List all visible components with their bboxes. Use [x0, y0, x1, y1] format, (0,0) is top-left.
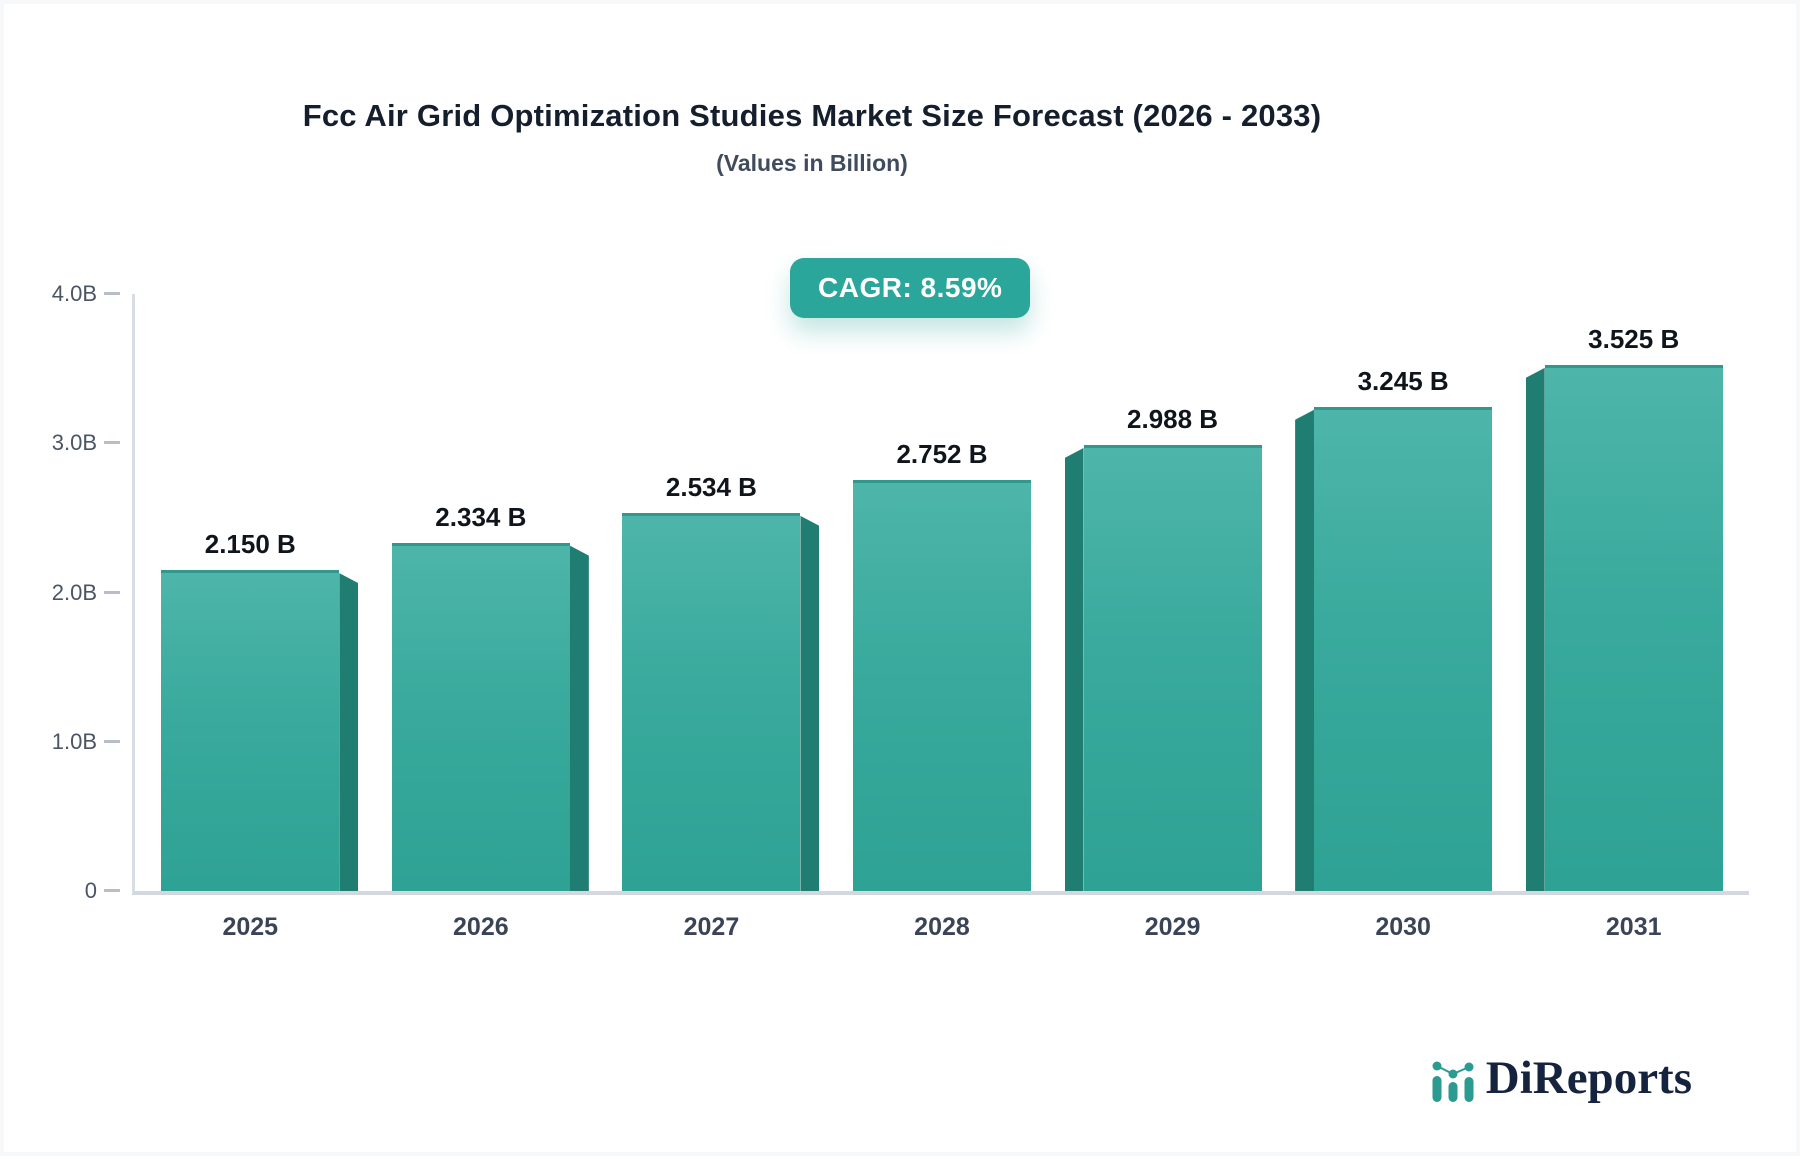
- y-tick-label: 1.0B: [51, 728, 97, 754]
- x-axis-label: 2031: [1605, 913, 1662, 941]
- bar-value-label: 2.150 B: [204, 529, 296, 560]
- x-axis-label: 2026: [453, 913, 509, 941]
- chart-card: Fcc Air Grid Optimization Studies Market…: [4, 4, 1796, 1152]
- bar-slot: 3.245 B 2030: [1288, 294, 1519, 941]
- chart-title: Fcc Air Grid Optimization Studies Market…: [302, 98, 1322, 133]
- bar-chart-logo-icon: [1432, 1061, 1474, 1102]
- bar-value-label: 3.525 B: [1588, 323, 1680, 354]
- direports-logo-text: DiReports: [1485, 1051, 1692, 1104]
- bar-2030: 3.245 B: [1295, 366, 1493, 891]
- bar-side-face: [1295, 409, 1315, 891]
- bar-side-face: [569, 545, 589, 891]
- y-tick-label: 4.0B: [51, 281, 97, 306]
- bar-side-face: [1064, 448, 1084, 891]
- bar-side-face: [800, 515, 820, 891]
- x-axis-label: 2028: [914, 913, 970, 941]
- bar-value-label: 2.334 B: [435, 501, 527, 532]
- x-axis-label: 2025: [222, 913, 279, 941]
- chart-subtitle: (Values in Billion): [716, 150, 908, 176]
- x-axis-label: 2029: [1144, 913, 1201, 941]
- y-tick-label: 3.0B: [51, 430, 97, 456]
- bar-2026: 2.334 B: [391, 502, 589, 891]
- bar-2025: 2.150 B: [161, 529, 359, 891]
- bar-slot: 2.150 B 2025: [135, 294, 366, 941]
- x-axis-label: 2027: [683, 913, 740, 941]
- x-axis-label: 2030: [1375, 913, 1431, 941]
- bar-value-label: 2.534 B: [665, 471, 757, 502]
- bar-side-face: [339, 573, 359, 891]
- bar-slot: 2.334 B 2026: [366, 294, 597, 941]
- bar-2028: 2.752 B: [852, 439, 1031, 891]
- bar-slot: 2.752 B 2028: [827, 294, 1058, 941]
- bar-slot: 2.534 B 2027: [596, 294, 827, 941]
- y-tick: [104, 590, 120, 594]
- bar-2031: 3.525 B: [1525, 324, 1723, 891]
- bar-side-face: [1525, 367, 1545, 891]
- bar-2029: 2.988 B: [1064, 404, 1262, 891]
- bar-value-label: 3.245 B: [1357, 365, 1449, 396]
- plot-area: 0 1.0B 2.0B 3.0B 4.0B 2.150 B 2025 2.334 B 2026 2…: [52, 281, 1749, 941]
- bar-slot: 2.988 B 2029: [1057, 294, 1288, 941]
- y-tick: [104, 441, 120, 445]
- y-tick-label: 0: [84, 878, 97, 903]
- y-tick-label: 2.0B: [51, 579, 97, 605]
- y-tick: [104, 889, 120, 892]
- bar-value-label: 2.988 B: [1127, 404, 1219, 435]
- direports-logo: DiReports: [1428, 1054, 1692, 1102]
- bar-value-label: 2.752 B: [896, 439, 988, 470]
- cagr-badge: CAGR: 8.59%: [790, 258, 1031, 318]
- y-tick: [104, 739, 120, 743]
- bar-2027: 2.534 B: [622, 472, 820, 891]
- y-tick: [104, 292, 120, 295]
- bar-slot: 3.525 B 2031: [1518, 294, 1749, 941]
